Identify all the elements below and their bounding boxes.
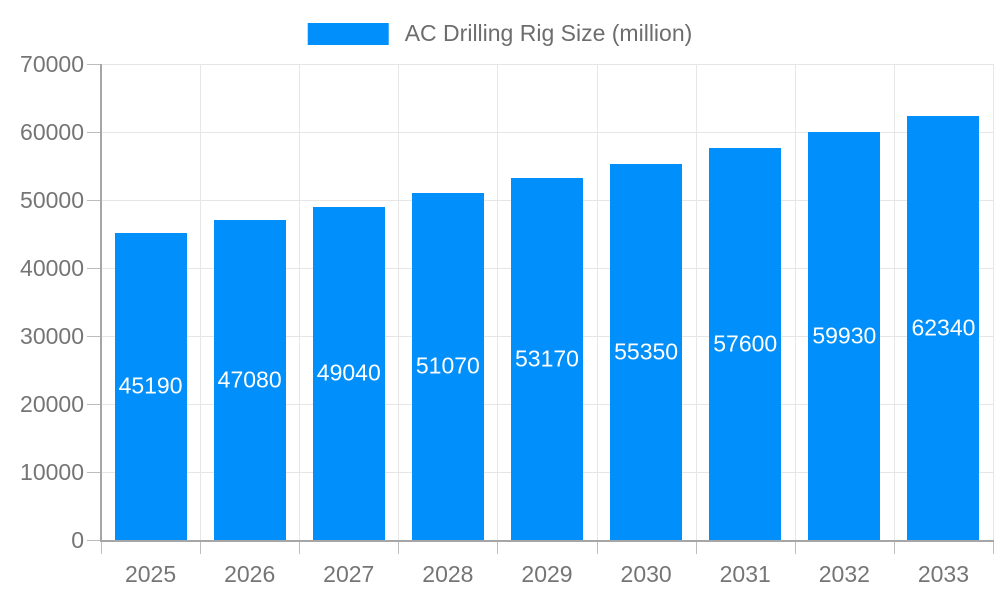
legend-swatch <box>307 22 389 45</box>
bar <box>709 148 782 540</box>
x-tick-mark <box>398 540 400 554</box>
bar-value-label: 51070 <box>415 352 480 379</box>
x-tick-mark <box>695 540 697 554</box>
y-gridline <box>101 64 993 65</box>
x-tick-mark <box>993 540 994 554</box>
x-gridline <box>794 64 796 540</box>
x-tick-label: 2030 <box>620 561 672 587</box>
y-tick-label: 50000 <box>20 187 84 213</box>
y-tick-label: 40000 <box>20 255 84 281</box>
y-tick-mark <box>87 404 101 405</box>
bar-value-label: 62340 <box>911 314 976 341</box>
y-tick-label: 0 <box>71 527 84 553</box>
y-tick-mark <box>87 540 101 541</box>
bar <box>213 219 286 540</box>
bar-value-label: 49040 <box>316 359 381 386</box>
bar-value-label: 59930 <box>812 322 877 349</box>
bar <box>411 192 484 540</box>
x-tick-mark <box>497 540 499 554</box>
y-tick-mark <box>87 472 101 473</box>
y-tick-mark <box>87 336 101 337</box>
y-tick-mark <box>87 64 101 65</box>
y-axis-line <box>100 64 102 540</box>
x-tick-mark <box>596 540 598 554</box>
bar <box>114 232 187 540</box>
x-tick-label: 2025 <box>124 561 177 587</box>
y-tick-mark <box>87 132 101 133</box>
y-tick-label: 70000 <box>20 51 84 77</box>
bar <box>312 206 385 540</box>
bar-value-label: 53170 <box>515 345 579 372</box>
x-tick-mark <box>200 540 202 554</box>
legend: AC Drilling Rig Size (million) <box>307 20 693 47</box>
x-tick-label: 2032 <box>818 561 870 587</box>
bar-value-label: 55350 <box>614 338 679 365</box>
bar <box>610 163 683 540</box>
x-gridline <box>695 64 697 540</box>
bar-value-label: 57600 <box>713 330 778 357</box>
x-tick-label: 2033 <box>917 561 970 587</box>
bar-value-label: 45190 <box>118 372 183 399</box>
x-tick-label: 2026 <box>224 561 276 587</box>
y-tick-mark <box>87 268 101 269</box>
x-axis-line <box>100 540 994 542</box>
y-gridline <box>101 132 993 133</box>
y-tick-label: 30000 <box>20 323 84 349</box>
x-tick-label: 2028 <box>422 561 474 587</box>
bar-value-label: 47080 <box>217 366 282 393</box>
x-gridline <box>200 64 202 540</box>
y-tick-label: 10000 <box>20 459 84 485</box>
x-tick-label: 2031 <box>719 561 771 587</box>
x-gridline <box>497 64 499 540</box>
x-gridline <box>596 64 598 540</box>
x-gridline <box>299 64 301 540</box>
x-gridline <box>893 64 895 540</box>
y-tick-mark <box>87 200 101 201</box>
x-tick-label: 2027 <box>323 561 375 587</box>
x-tick-mark <box>299 540 301 554</box>
y-tick-label: 20000 <box>20 391 84 417</box>
x-tick-mark <box>101 540 102 554</box>
x-tick-label: 2029 <box>521 561 573 587</box>
bar <box>511 178 583 540</box>
x-tick-mark <box>794 540 796 554</box>
legend-label: AC Drilling Rig Size (million) <box>404 20 693 46</box>
bar <box>907 116 980 540</box>
y-tick-label: 60000 <box>20 119 84 145</box>
x-tick-mark <box>893 540 895 554</box>
x-gridline <box>993 64 994 540</box>
bar <box>808 132 881 540</box>
x-gridline <box>398 64 400 540</box>
